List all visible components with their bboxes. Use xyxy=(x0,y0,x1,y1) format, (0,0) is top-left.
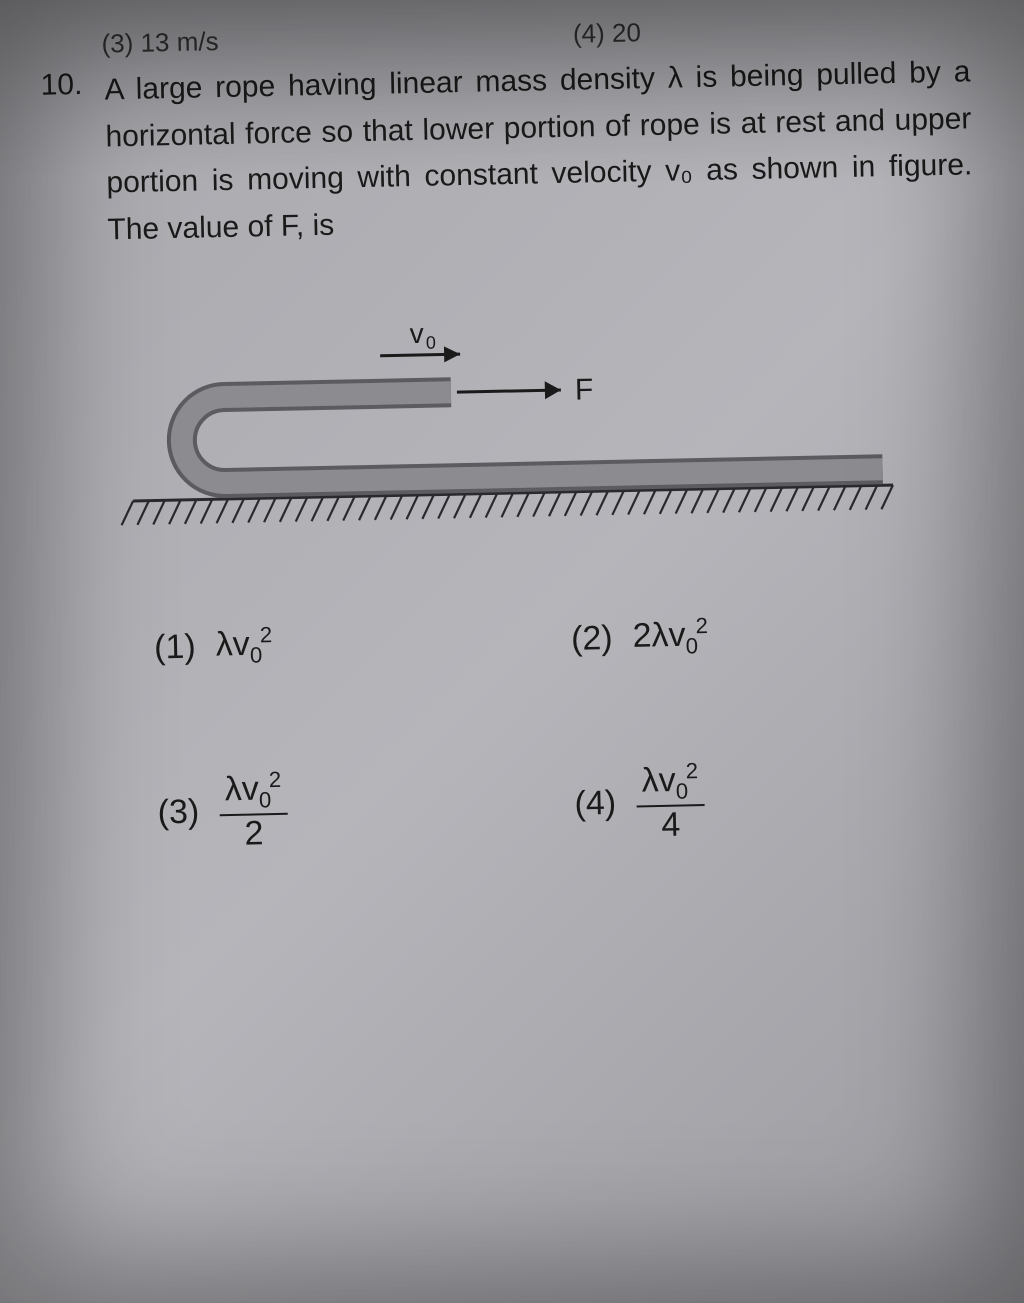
scrap-left: (3) 13 m/s xyxy=(101,26,219,58)
option-3-label: (3) xyxy=(157,792,199,832)
option-1-label: (1) xyxy=(154,627,196,667)
rope-diagram: v0 F xyxy=(99,284,924,561)
svg-text:F: F xyxy=(575,373,594,406)
option-1-value: λv02 xyxy=(215,622,273,669)
option-3-value: λv02 2 xyxy=(218,768,288,853)
option-2-value: 2λv02 xyxy=(632,613,708,661)
question-text: A large rope having linear mass density … xyxy=(104,49,980,253)
option-4: (4) λv02 4 xyxy=(574,754,933,845)
option-4-label: (4) xyxy=(574,783,616,823)
question-number: 10. xyxy=(32,68,83,103)
svg-text:0: 0 xyxy=(426,333,436,353)
scrap-right: (4) 20 xyxy=(573,17,642,48)
option-4-value: λv02 4 xyxy=(635,759,705,844)
answer-options: (1) λv02 (2) 2λv02 (3) λv02 2 (4) λv02 4 xyxy=(43,587,992,857)
figure: v0 F xyxy=(37,283,986,563)
option-2-label: (2) xyxy=(571,619,613,659)
svg-text:v: v xyxy=(409,318,424,349)
option-1: (1) λv02 xyxy=(154,617,512,671)
option-3: (3) λv02 2 xyxy=(157,763,516,854)
question-block: 10. A large rope having linear mass dens… xyxy=(32,49,980,255)
option-2: (2) 2λv02 xyxy=(571,608,929,662)
